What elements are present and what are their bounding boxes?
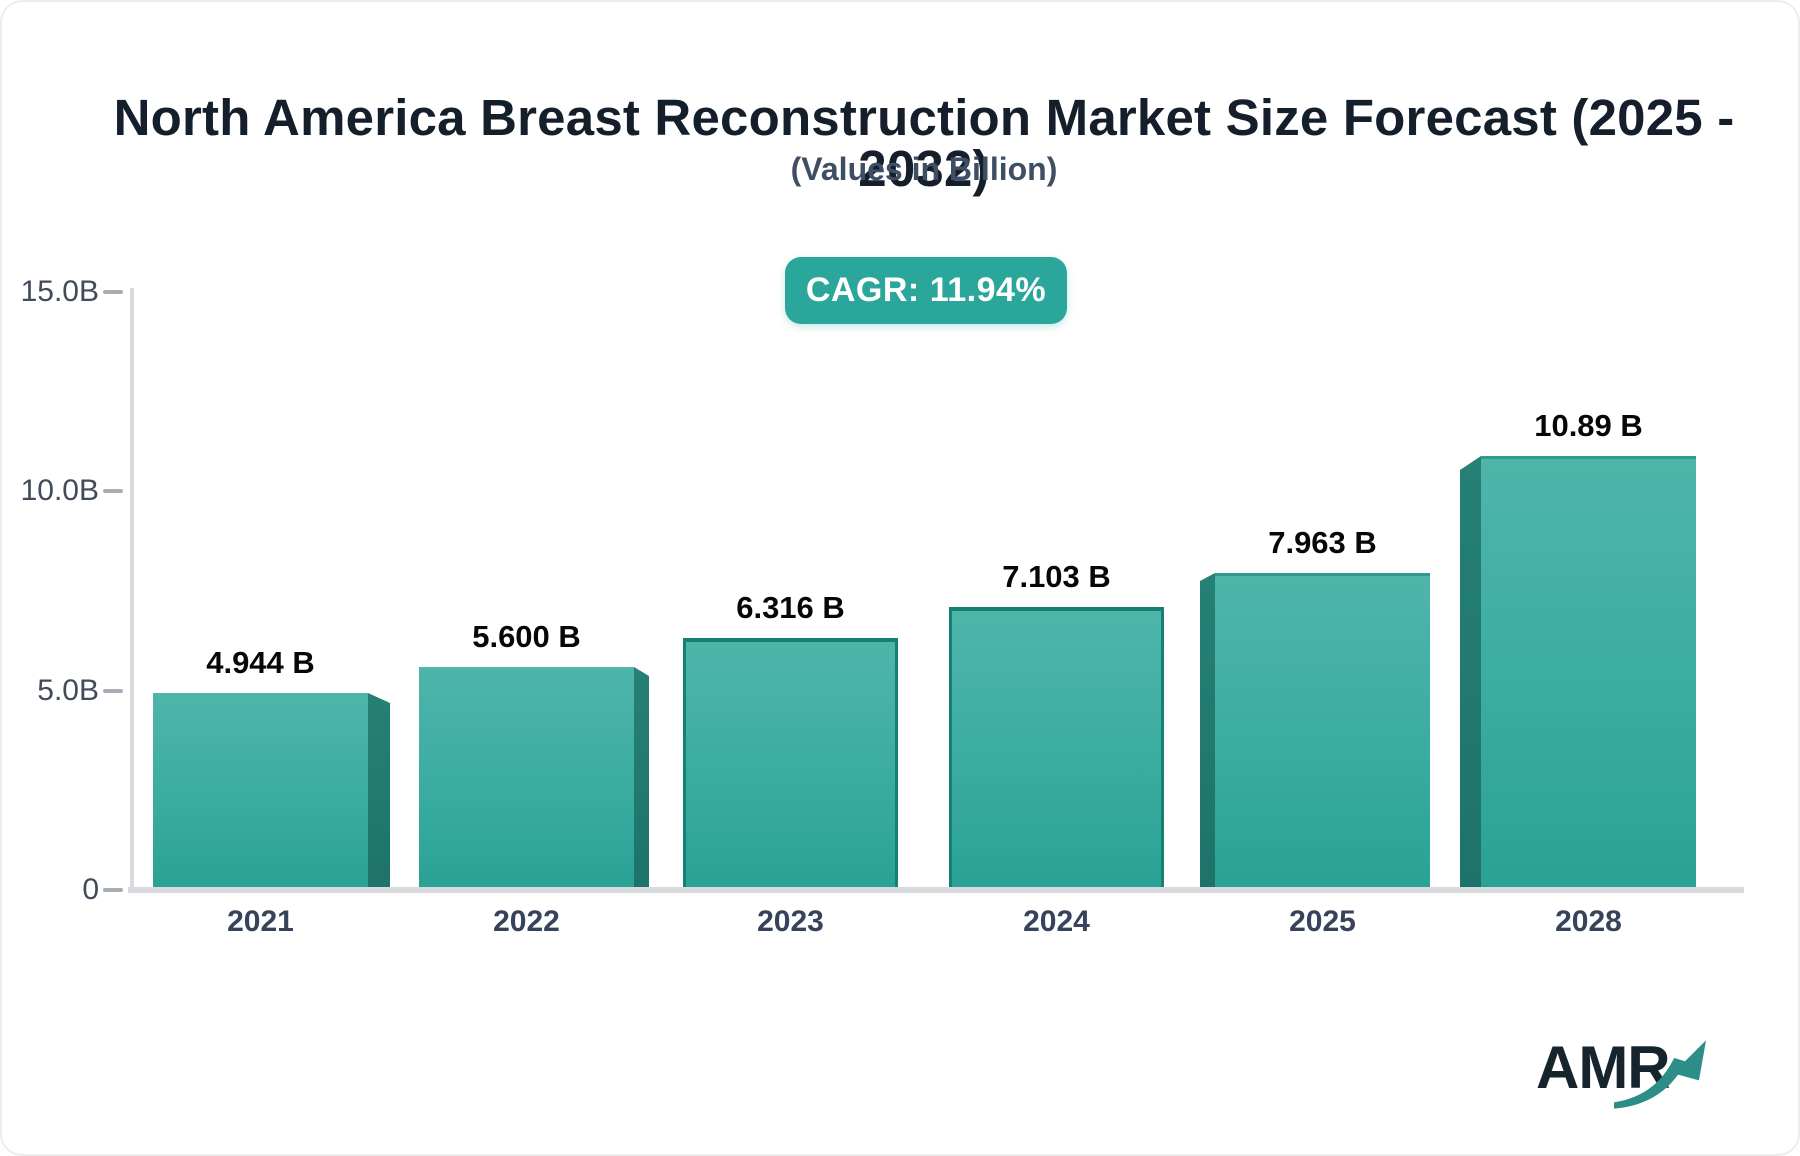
y-axis-label: 10.0B (20, 474, 99, 507)
y-axis-tick (103, 290, 123, 294)
x-axis-label: 2024 (1023, 905, 1090, 938)
bar-side-panel (634, 667, 649, 890)
bar-2024 (949, 607, 1164, 890)
growth-arrow-icon (1614, 1040, 1707, 1109)
y-axis-label: 15.0B (20, 275, 99, 308)
x-axis-label: 2023 (757, 905, 824, 938)
y-axis-tick (103, 489, 123, 493)
bar-value-label: 7.963 B (1268, 525, 1377, 560)
x-axis-label: 2022 (493, 905, 560, 938)
bar-2022 (419, 667, 634, 890)
bar-value-label: 4.944 B (206, 645, 315, 680)
cagr-badge: CAGR: 11.94% (785, 257, 1067, 324)
bar-2023 (683, 638, 898, 890)
bar-2028 (1481, 456, 1696, 890)
bar-2025 (1215, 573, 1430, 890)
bar-value-label: 5.600 B (472, 619, 581, 654)
cagr-label: CAGR: 11.94% (805, 271, 1047, 309)
x-axis-label: 2021 (227, 905, 294, 938)
chart-subtitle: (Values in Billion) (790, 151, 1058, 187)
y-axis-tick (103, 888, 123, 892)
x-axis-label: 2025 (1289, 905, 1356, 938)
bar-value-label: 6.316 B (736, 590, 845, 625)
bar-value-label: 10.89 B (1534, 408, 1643, 443)
x-axis-label: 2028 (1555, 905, 1622, 938)
y-axis-label: 5.0B (37, 674, 99, 707)
amr-logo-text: AMR (1536, 1034, 1671, 1101)
bar-side-panel (1460, 456, 1481, 890)
bar-side-panel (1200, 573, 1215, 890)
y-axis-tick (103, 689, 123, 693)
amr-logo: AMR (1536, 1038, 1736, 1128)
y-axis-label: 0 (82, 873, 99, 906)
bar-side-panel (368, 693, 390, 890)
y-axis-line (130, 288, 134, 890)
x-axis-line (128, 887, 1744, 893)
chart-title: North America Breast Reconstruction Mark… (113, 89, 1735, 197)
bar-2021 (153, 693, 368, 890)
bar-value-label: 7.103 B (1002, 559, 1111, 594)
